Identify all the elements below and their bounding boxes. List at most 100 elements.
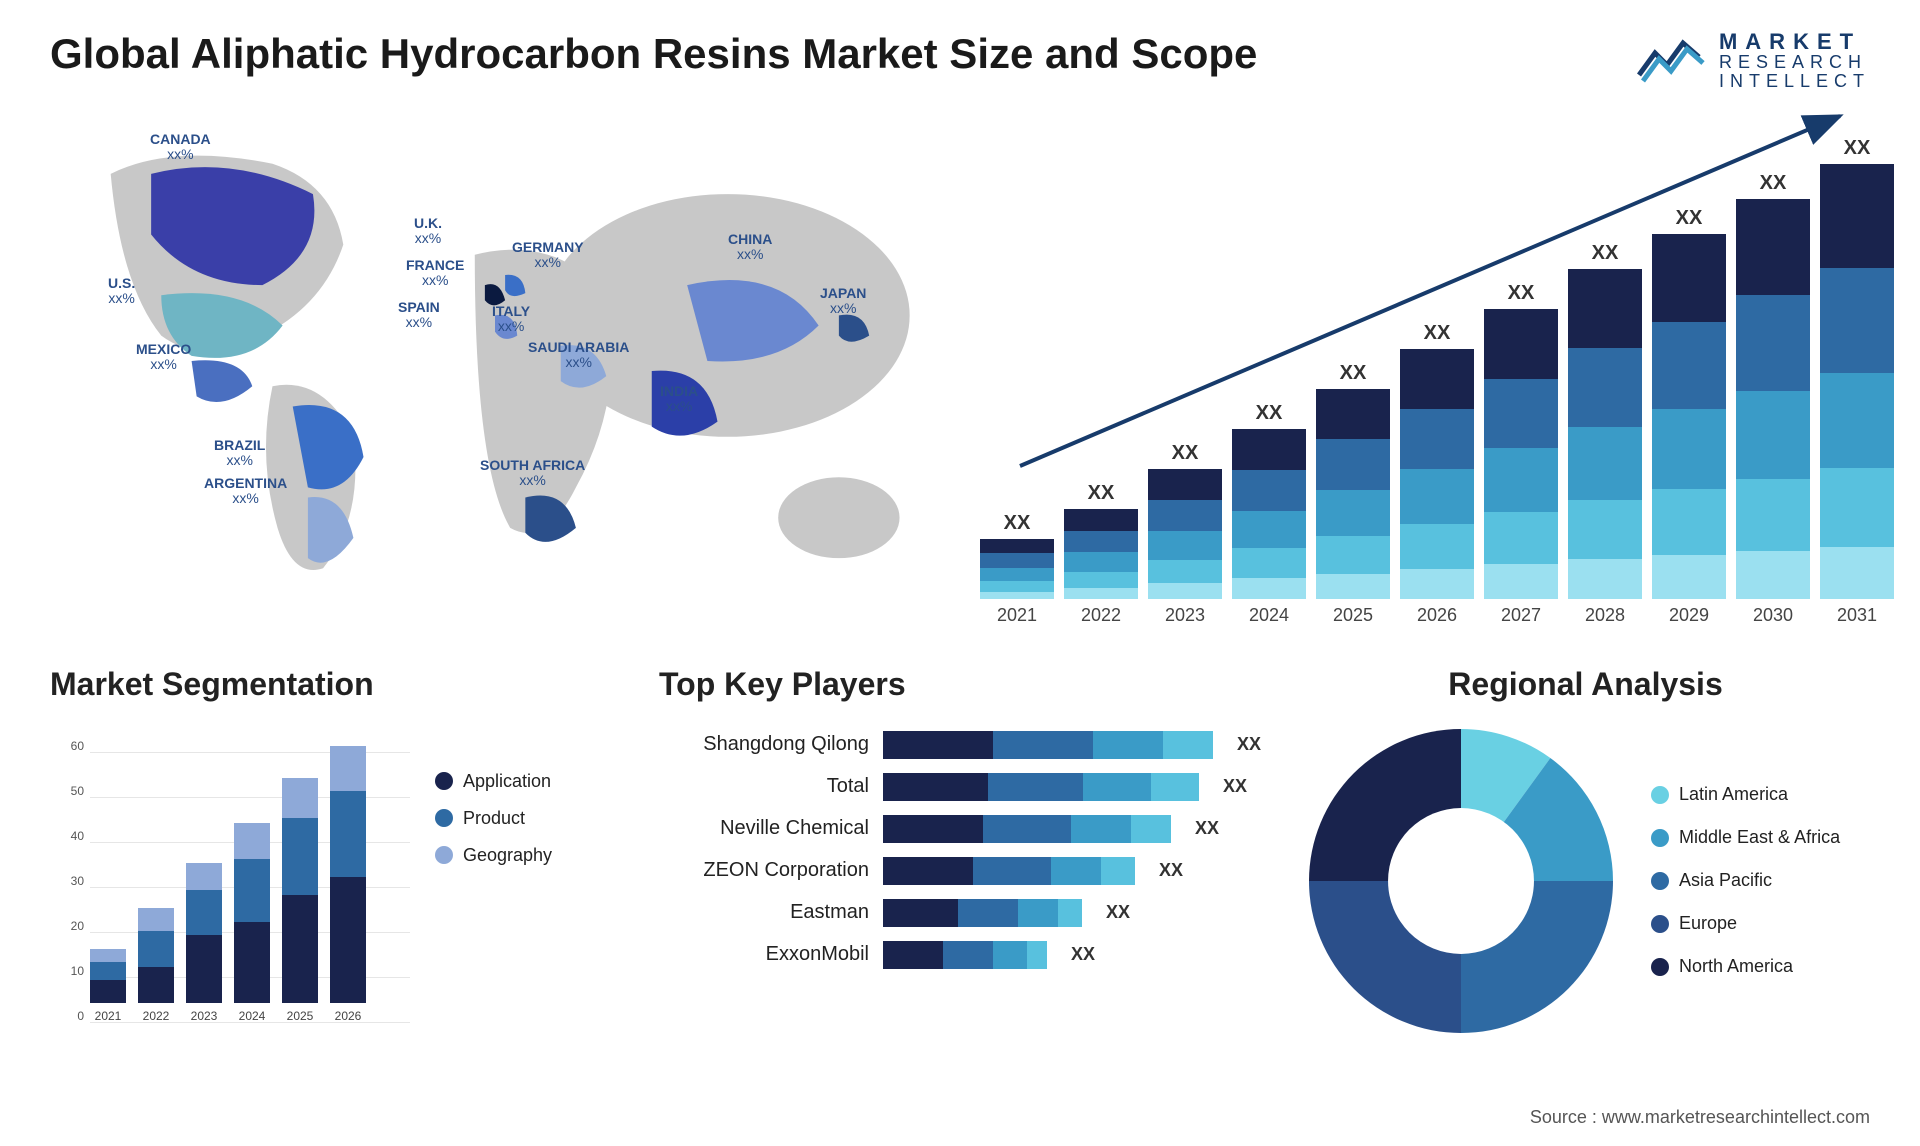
segmentation-bar: 2022 — [138, 908, 174, 1023]
seg-ytick: 20 — [71, 919, 84, 933]
growth-value-label: XX — [1088, 482, 1115, 505]
key-player-name: Eastman — [659, 901, 869, 924]
growth-bar: XX 2026 — [1400, 322, 1474, 626]
growth-bar: XX2028 — [1568, 242, 1642, 626]
growth-year-label: 2025 — [1333, 605, 1373, 626]
growth-bar: XX 2027 — [1484, 282, 1558, 626]
key-player-name: Neville Chemical — [659, 817, 869, 840]
seg-ytick: 40 — [71, 829, 84, 843]
legend-item: Application — [435, 771, 552, 792]
key-player-row: ExxonMobilXX — [659, 941, 1261, 969]
logo-line2: RESEARCH — [1719, 53, 1870, 72]
legend-label: Asia Pacific — [1679, 870, 1772, 891]
key-players-chart: Shangdong QilongXXTotalXXNeville Chemica… — [659, 721, 1261, 969]
map-label: CHINAxx% — [728, 232, 772, 263]
key-player-value: XX — [1106, 902, 1130, 923]
key-player-value: XX — [1195, 818, 1219, 839]
legend-label: Application — [463, 771, 551, 792]
growth-chart-panel: XX2021XX2022XX2023XX2024XX2025XX2026XX20… — [980, 106, 1870, 626]
map-label: SOUTH AFRICAxx% — [480, 458, 585, 489]
segmentation-bar: 2026 — [330, 746, 366, 1023]
seg-ytick: 50 — [71, 784, 84, 798]
growth-year-label: 2031 — [1837, 605, 1877, 626]
key-player-name: ExxonMobil — [659, 943, 869, 966]
growth-year-label: 2021 — [997, 605, 1037, 626]
growth-bar: XX 2031 — [1820, 137, 1894, 626]
segmentation-year-label: 2024 — [239, 1009, 266, 1023]
segmentation-legend: Application Product Geography — [435, 721, 552, 1086]
growth-value-label: XX — [1676, 207, 1703, 230]
legend-item: Middle East & Africa — [1651, 827, 1840, 848]
key-players-title: Top Key Players — [659, 666, 1261, 703]
legend-item: Latin America — [1651, 784, 1840, 805]
key-player-name: Shangdong Qilong — [659, 733, 869, 756]
legend-label: Latin America — [1679, 784, 1788, 805]
key-player-row: TotalXX — [659, 773, 1261, 801]
world-map-panel: CANADAxx% U.S.xx% MEXICOxx% BRAZILxx% ARGENT… — [50, 106, 940, 626]
seg-ytick: 0 — [77, 1009, 84, 1023]
map-label: SAUDI ARABIAxx% — [528, 340, 629, 371]
growth-value-label: XX — [1256, 402, 1283, 425]
legend-label: Geography — [463, 845, 552, 866]
legend-item: Asia Pacific — [1651, 870, 1840, 891]
growth-year-label: 2029 — [1669, 605, 1709, 626]
regional-donut — [1301, 721, 1621, 1041]
legend-item: Product — [435, 808, 552, 829]
growth-bar: XX 2025 — [1316, 362, 1390, 626]
key-player-row: Eastman XX — [659, 899, 1261, 927]
legend-label: Europe — [1679, 913, 1737, 934]
growth-year-label: 2023 — [1165, 605, 1205, 626]
segmentation-bar: 2024 — [234, 823, 270, 1023]
map-label: U.S.xx% — [108, 276, 135, 307]
legend-item: North America — [1651, 956, 1840, 977]
map-label: U.K.xx% — [414, 216, 442, 247]
key-player-value: XX — [1159, 860, 1183, 881]
key-player-value: XX — [1237, 734, 1261, 755]
growth-value-label: XX — [1172, 442, 1199, 465]
growth-value-label: XX — [1340, 362, 1367, 385]
segmentation-year-label: 2021 — [95, 1009, 122, 1023]
segmentation-year-label: 2026 — [335, 1009, 362, 1023]
growth-value-label: XX — [1592, 242, 1619, 265]
map-label: MEXICOxx% — [136, 342, 191, 373]
growth-value-label: XX — [1760, 172, 1787, 195]
growth-year-label: 2027 — [1501, 605, 1541, 626]
growth-year-label: 2022 — [1081, 605, 1121, 626]
growth-bar: XX 2022 — [1064, 482, 1138, 626]
map-label: ARGENTINAxx% — [204, 476, 287, 507]
segmentation-panel: Market Segmentation 0102030405060 202120… — [50, 666, 619, 1086]
logo-line1: MARKET — [1719, 30, 1870, 53]
key-player-row: ZEON Corporation XX — [659, 857, 1261, 885]
growth-bar: XX 2030 — [1736, 172, 1810, 626]
growth-year-label: 2026 — [1417, 605, 1457, 626]
seg-ytick: 60 — [71, 739, 84, 753]
map-label: GERMANYxx% — [512, 240, 584, 271]
legend-label: Middle East & Africa — [1679, 827, 1840, 848]
brand-logo: MARKET RESEARCH INTELLECT — [1637, 30, 1870, 91]
segmentation-bar: 2021 — [90, 949, 126, 1023]
map-label: FRANCExx% — [406, 258, 464, 289]
regional-legend: Latin America Middle East & Africa Asia Pa… — [1651, 784, 1840, 977]
map-label: INDIAxx% — [660, 384, 698, 415]
growth-value-label: XX — [1004, 512, 1031, 535]
growth-value-label: XX — [1508, 282, 1535, 305]
growth-bar: XX 2021 — [980, 512, 1054, 626]
key-player-row: Shangdong Qilong XX — [659, 731, 1261, 759]
map-label: BRAZILxx% — [214, 438, 265, 469]
key-player-name: ZEON Corporation — [659, 859, 869, 882]
legend-item: Geography — [435, 845, 552, 866]
key-players-panel: Top Key Players Shangdong QilongXXTotalX… — [659, 666, 1261, 1086]
growth-value-label: XX — [1424, 322, 1451, 345]
segmentation-bar: 2025 — [282, 778, 318, 1023]
key-player-name: Total — [659, 775, 869, 798]
logo-icon — [1637, 35, 1707, 85]
segmentation-title: Market Segmentation — [50, 666, 619, 703]
segmentation-year-label: 2025 — [287, 1009, 314, 1023]
growth-year-label: 2030 — [1753, 605, 1793, 626]
growth-value-label: XX — [1844, 137, 1871, 160]
map-label: JAPANxx% — [820, 286, 866, 317]
segmentation-bar: 2023 — [186, 863, 222, 1023]
map-label: CANADAxx% — [150, 132, 211, 163]
growth-year-label: 2024 — [1249, 605, 1289, 626]
growth-arrow — [980, 106, 1870, 166]
